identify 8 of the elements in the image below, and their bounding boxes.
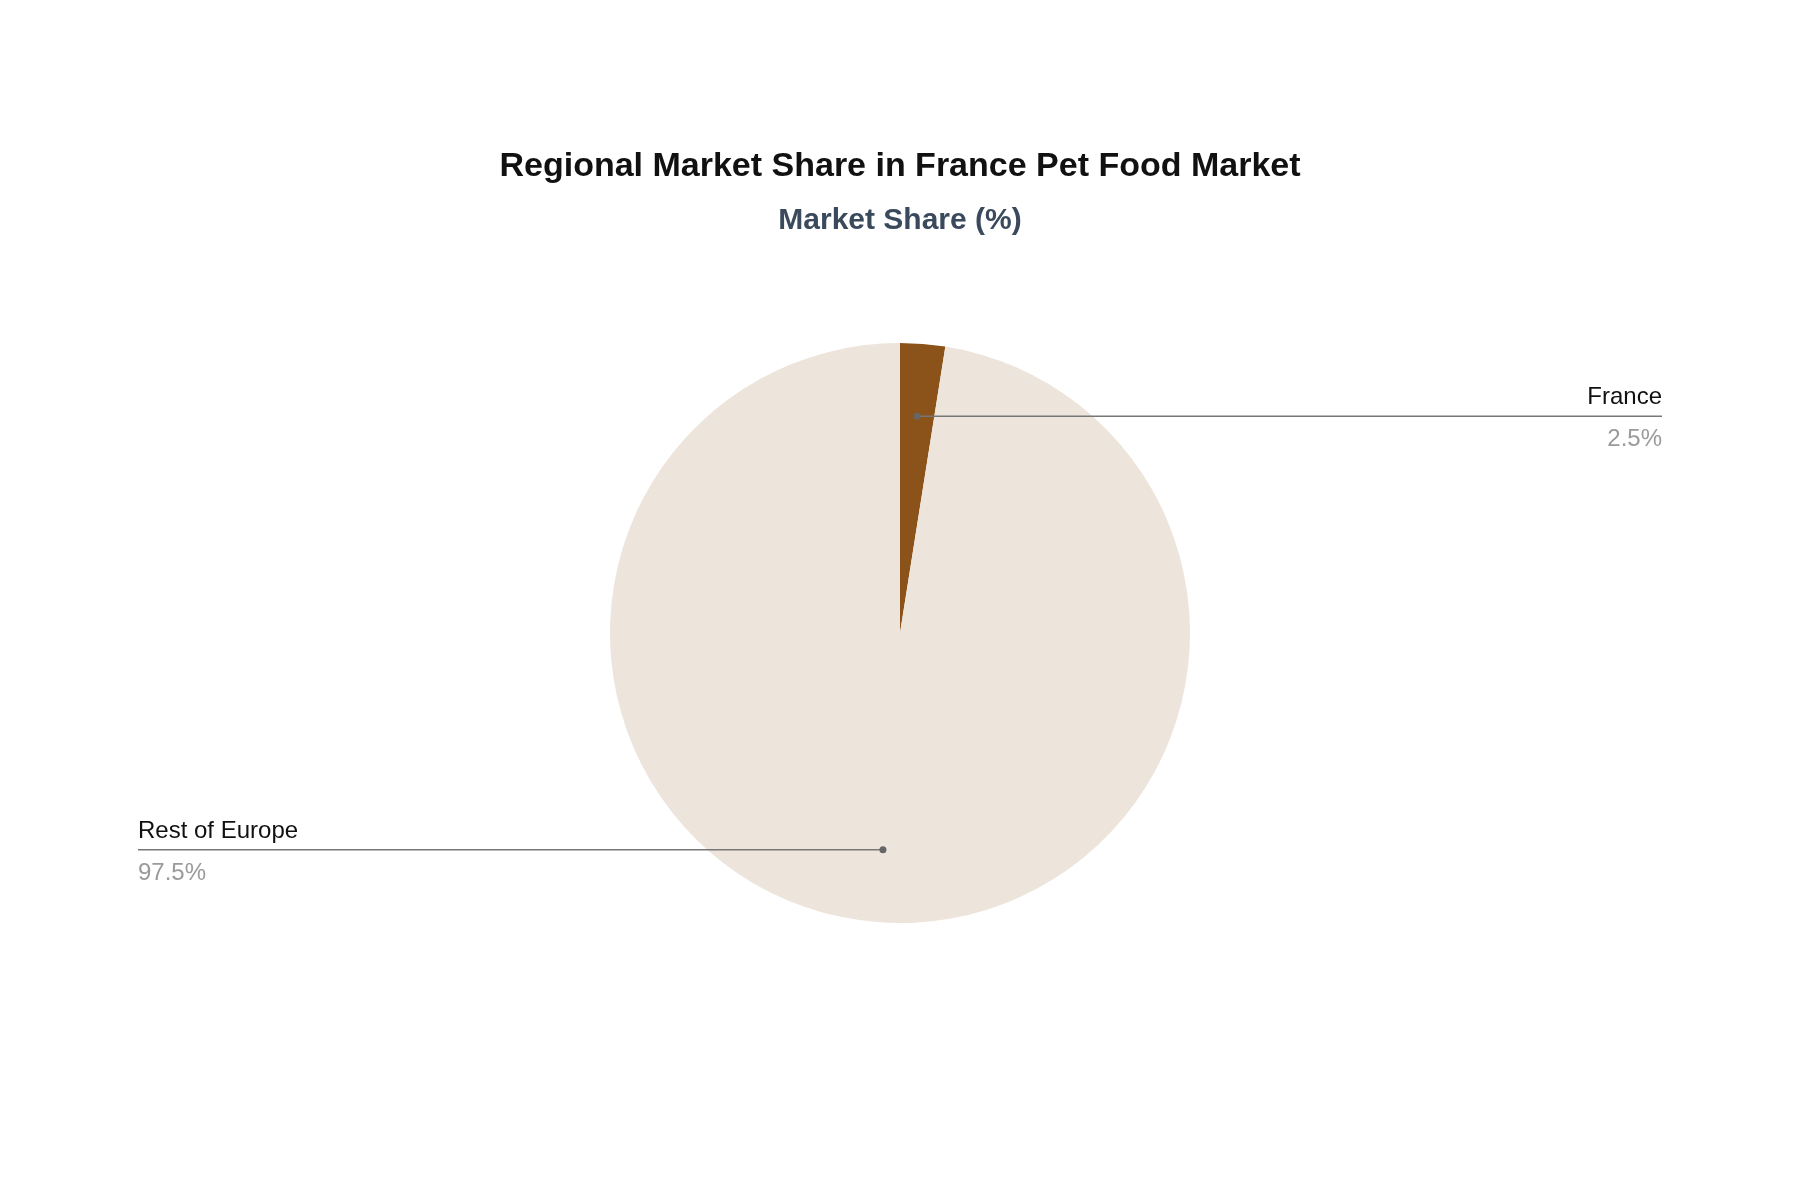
pie-slice (610, 343, 1190, 923)
data-label: 2.5% (1607, 424, 1662, 452)
pie-slice (900, 343, 946, 633)
chart-subtitle: Market Share (%) (778, 202, 1022, 235)
chart-title: Regional Market Share in France Pet Food Market (499, 145, 1301, 183)
data-label: 97.5% (138, 857, 207, 885)
slice-label: Rest of Europe (138, 815, 299, 843)
slice-label: France (1587, 382, 1662, 410)
